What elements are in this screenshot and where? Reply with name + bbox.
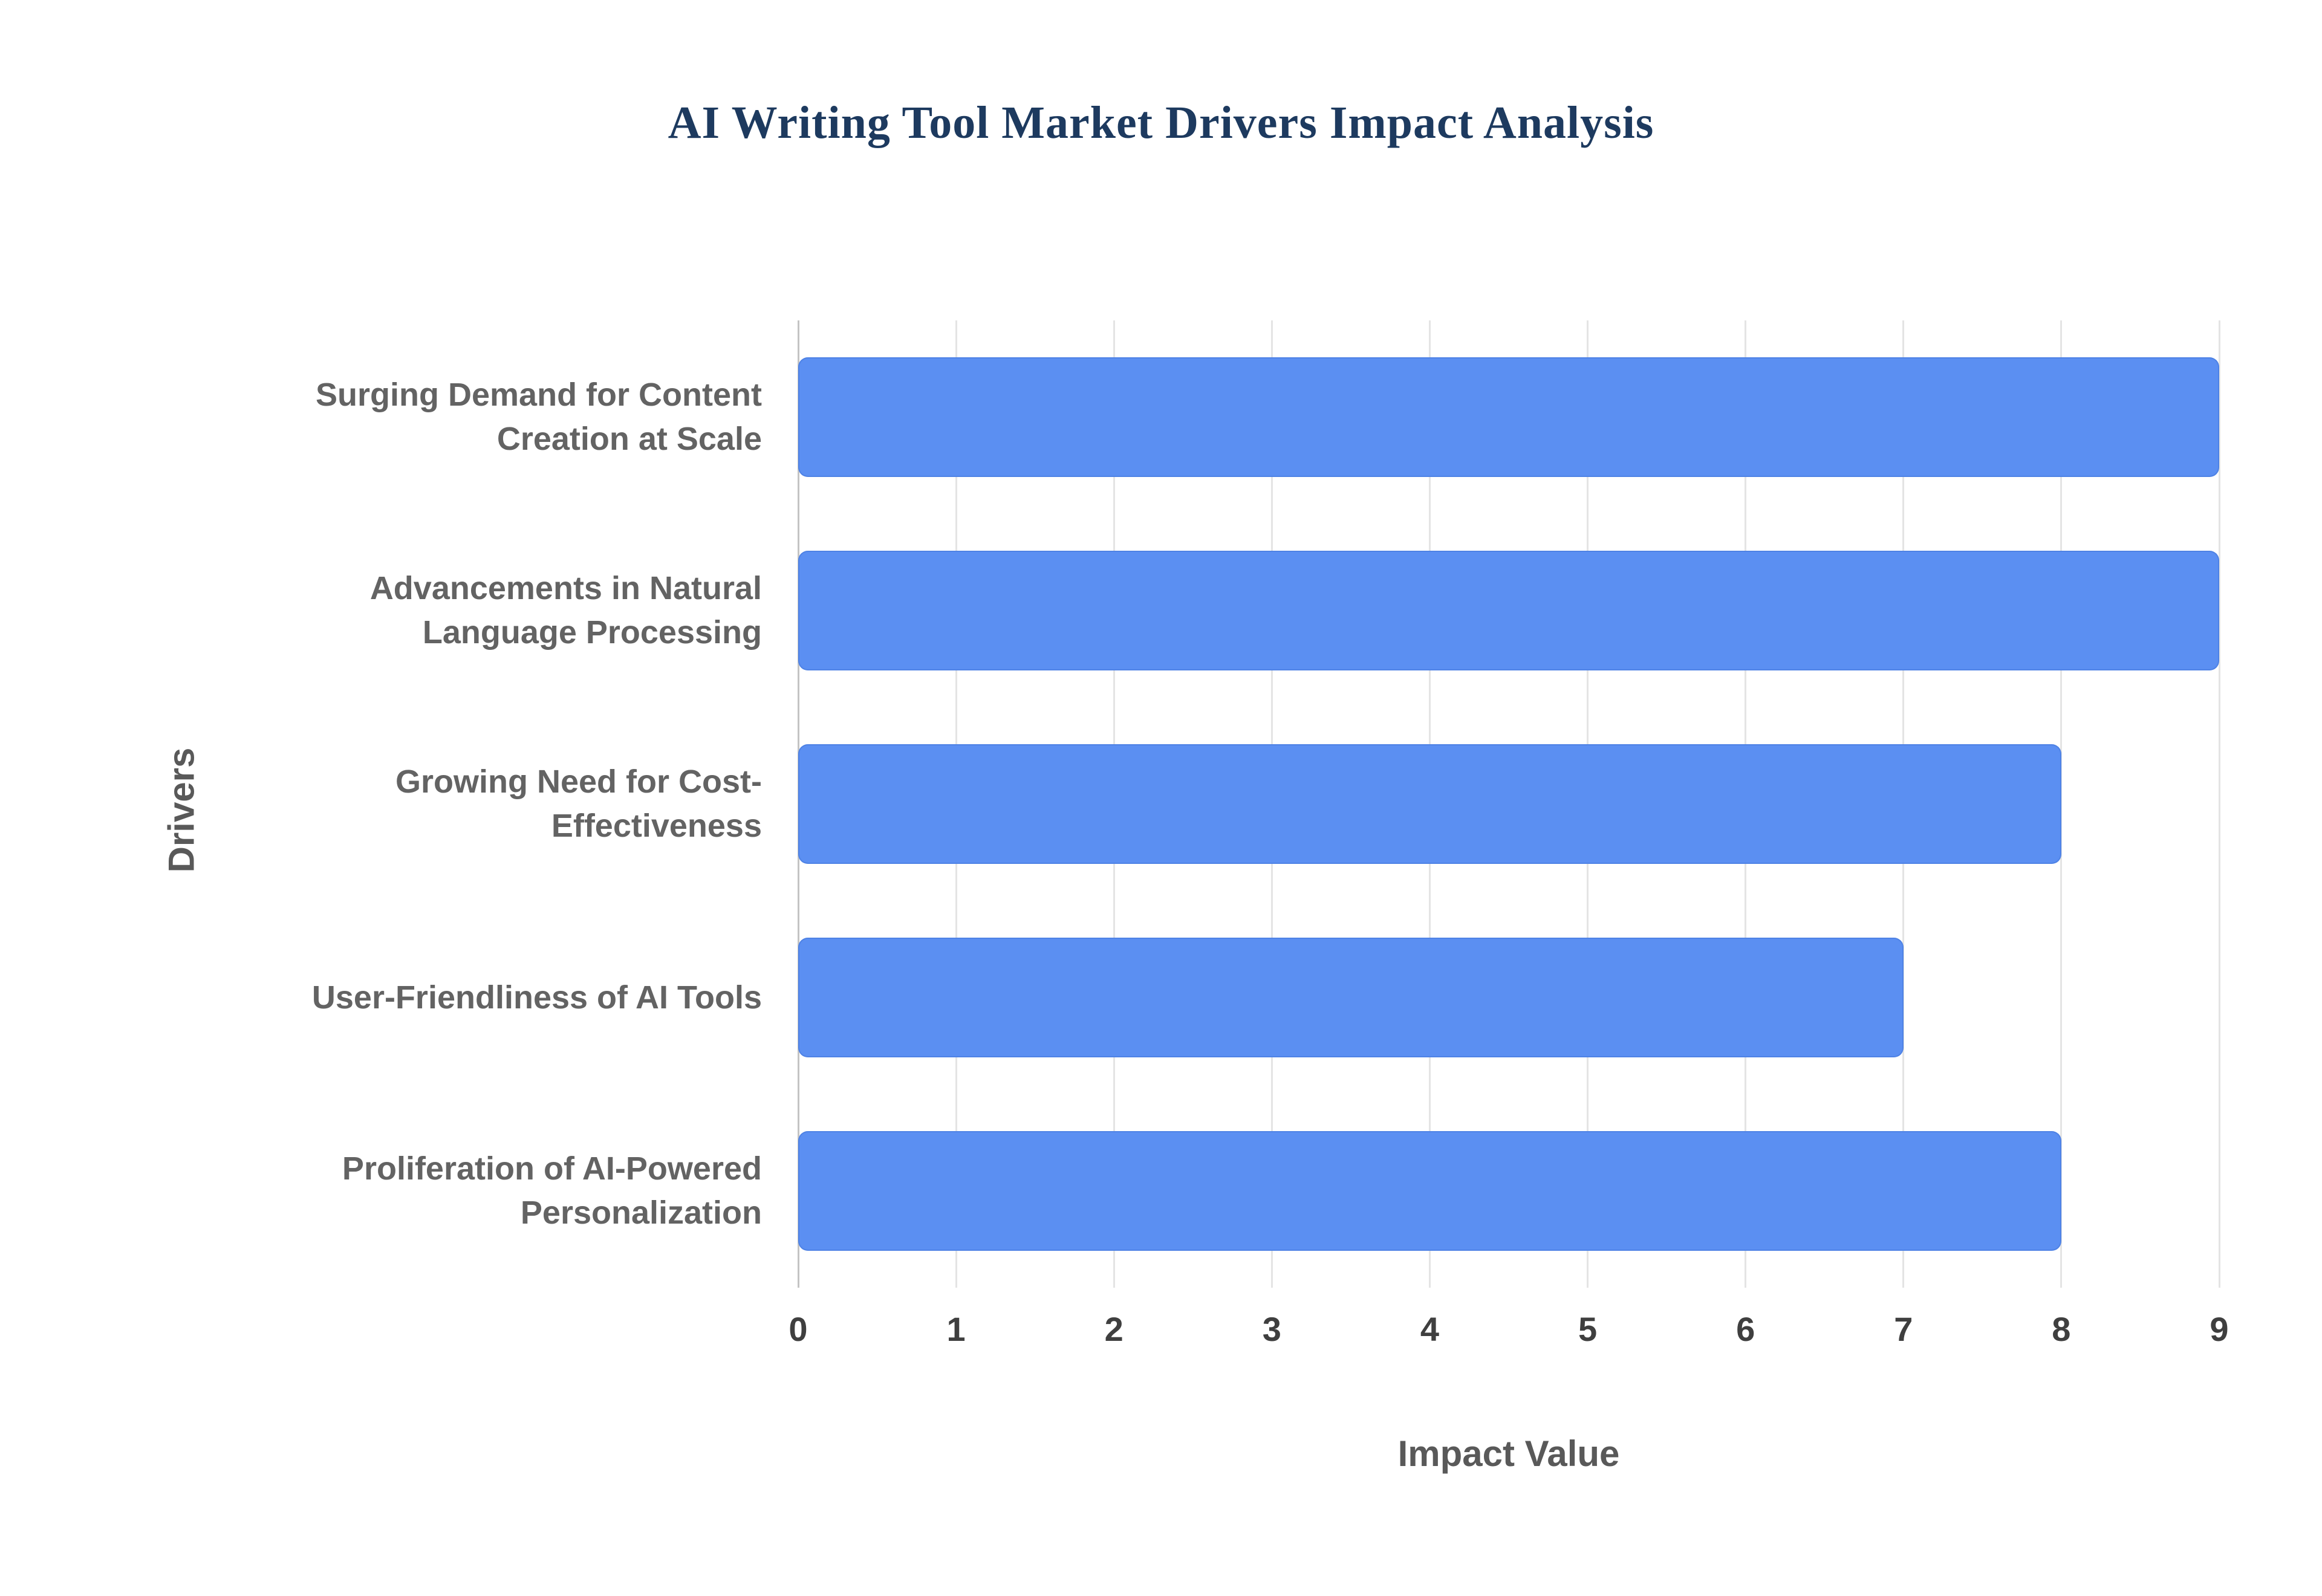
x-tick-label: 7 <box>1894 1310 1913 1348</box>
bar-row: Advancements in Natural Language Process… <box>370 514 2219 707</box>
bar-row: User-Friendliness of AI Tools <box>312 901 2219 1094</box>
category-label: Advancements in Natural Language Process… <box>369 570 762 650</box>
bar-track <box>798 1130 2219 1251</box>
gridline <box>2060 320 2063 1288</box>
bar <box>798 744 2061 864</box>
x-tick-label: 8 <box>2052 1310 2071 1348</box>
y-axis-label: Drivers <box>161 747 202 873</box>
x-tick-label: 9 <box>2210 1310 2229 1348</box>
x-axis-label: Impact Value <box>1397 1433 1620 1474</box>
x-tick-label: 6 <box>1736 1310 1755 1348</box>
bar-track <box>798 357 2219 478</box>
bar <box>798 357 2219 478</box>
bar <box>798 937 1904 1058</box>
x-tick-label: 1 <box>946 1310 966 1348</box>
bar-track <box>798 937 2219 1058</box>
x-tick-label: 2 <box>1104 1310 1124 1348</box>
bar-track <box>798 744 2219 864</box>
bar-track <box>798 550 2219 671</box>
category-label: Surging Demand for Content Creation at S… <box>316 377 762 457</box>
x-tick-label: 0 <box>789 1310 808 1348</box>
category-label: Proliferation of AI-Powered Personalizat… <box>342 1150 762 1231</box>
x-tick-label: 3 <box>1262 1310 1281 1348</box>
x-axis-ticks: 0 1 2 3 4 5 6 7 8 9 <box>789 1288 2228 1360</box>
category-label: Growing Need for Cost-Effectiveness <box>395 764 762 844</box>
bar-row: Surging Demand for Content Creation at S… <box>316 320 2219 514</box>
category-label: User-Friendliness of AI Tools <box>311 979 762 1016</box>
plot-area: Surging Demand for Content Creation at S… <box>312 320 2229 1474</box>
bar-row: Proliferation of AI-Powered Personalizat… <box>342 1094 2219 1288</box>
x-tick-label: 4 <box>1420 1310 1440 1348</box>
chart-title: AI Writing Tool Market Drivers Impact An… <box>668 97 1654 148</box>
bar <box>798 1130 2061 1251</box>
bar <box>798 550 2219 671</box>
bar-row: Growing Need for Cost-Effectiveness <box>395 707 2219 901</box>
x-tick-label: 5 <box>1578 1310 1598 1348</box>
bar-rows: Surging Demand for Content Creation at S… <box>312 320 2219 1288</box>
gridline <box>2218 320 2220 1288</box>
